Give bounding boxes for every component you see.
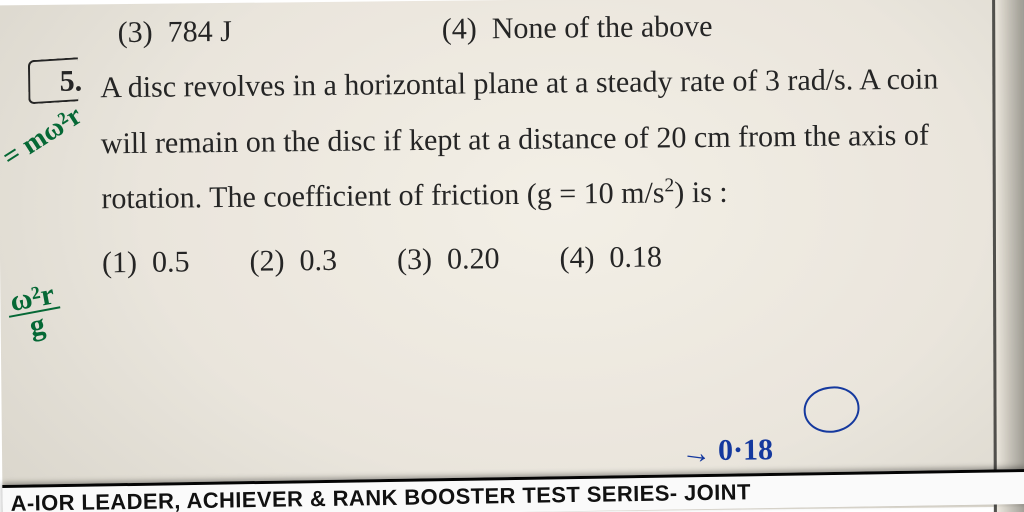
option-2: (2) 0.3 [249,232,337,288]
prev-option-3: (3) 784 J [117,15,232,50]
option-3: (3) 0.20 [397,231,500,288]
option-1: (1) 0.5 [102,234,190,290]
options-row: (1) 0.5 (2) 0.3 (3) 0.20 (4) 0.18 [102,226,973,291]
handwriting-arrow-icon: → [680,434,712,471]
page: (3) 784 J (4) None of the above 5. A dis… [0,0,1024,512]
handwriting-answer: →0·18 [682,433,773,468]
prev-option-4: (4) None of the above [442,10,713,47]
question-body: A disc revolves in a horizontal plane at… [100,51,972,290]
footer-banner: A-IOR LEADER, ACHIEVER & RANK BOOSTER TE… [2,469,1024,512]
option-4: (4) 0.18 [559,229,662,286]
question-number: 5. [59,64,82,97]
handwriting-answer-text: 0·18 [718,433,773,467]
handwriting-circle-option4 [801,384,862,436]
page-right-edge [992,0,1024,512]
question-5: 5. A disc revolves in a horizontal plane… [22,51,1000,291]
handwriting-g: g [9,308,65,343]
question-text: A disc revolves in a horizontal plane at… [100,63,938,216]
question-number-wrap: 5. [22,60,82,99]
prev-options-row: (3) 784 J (4) None of the above [117,7,997,50]
